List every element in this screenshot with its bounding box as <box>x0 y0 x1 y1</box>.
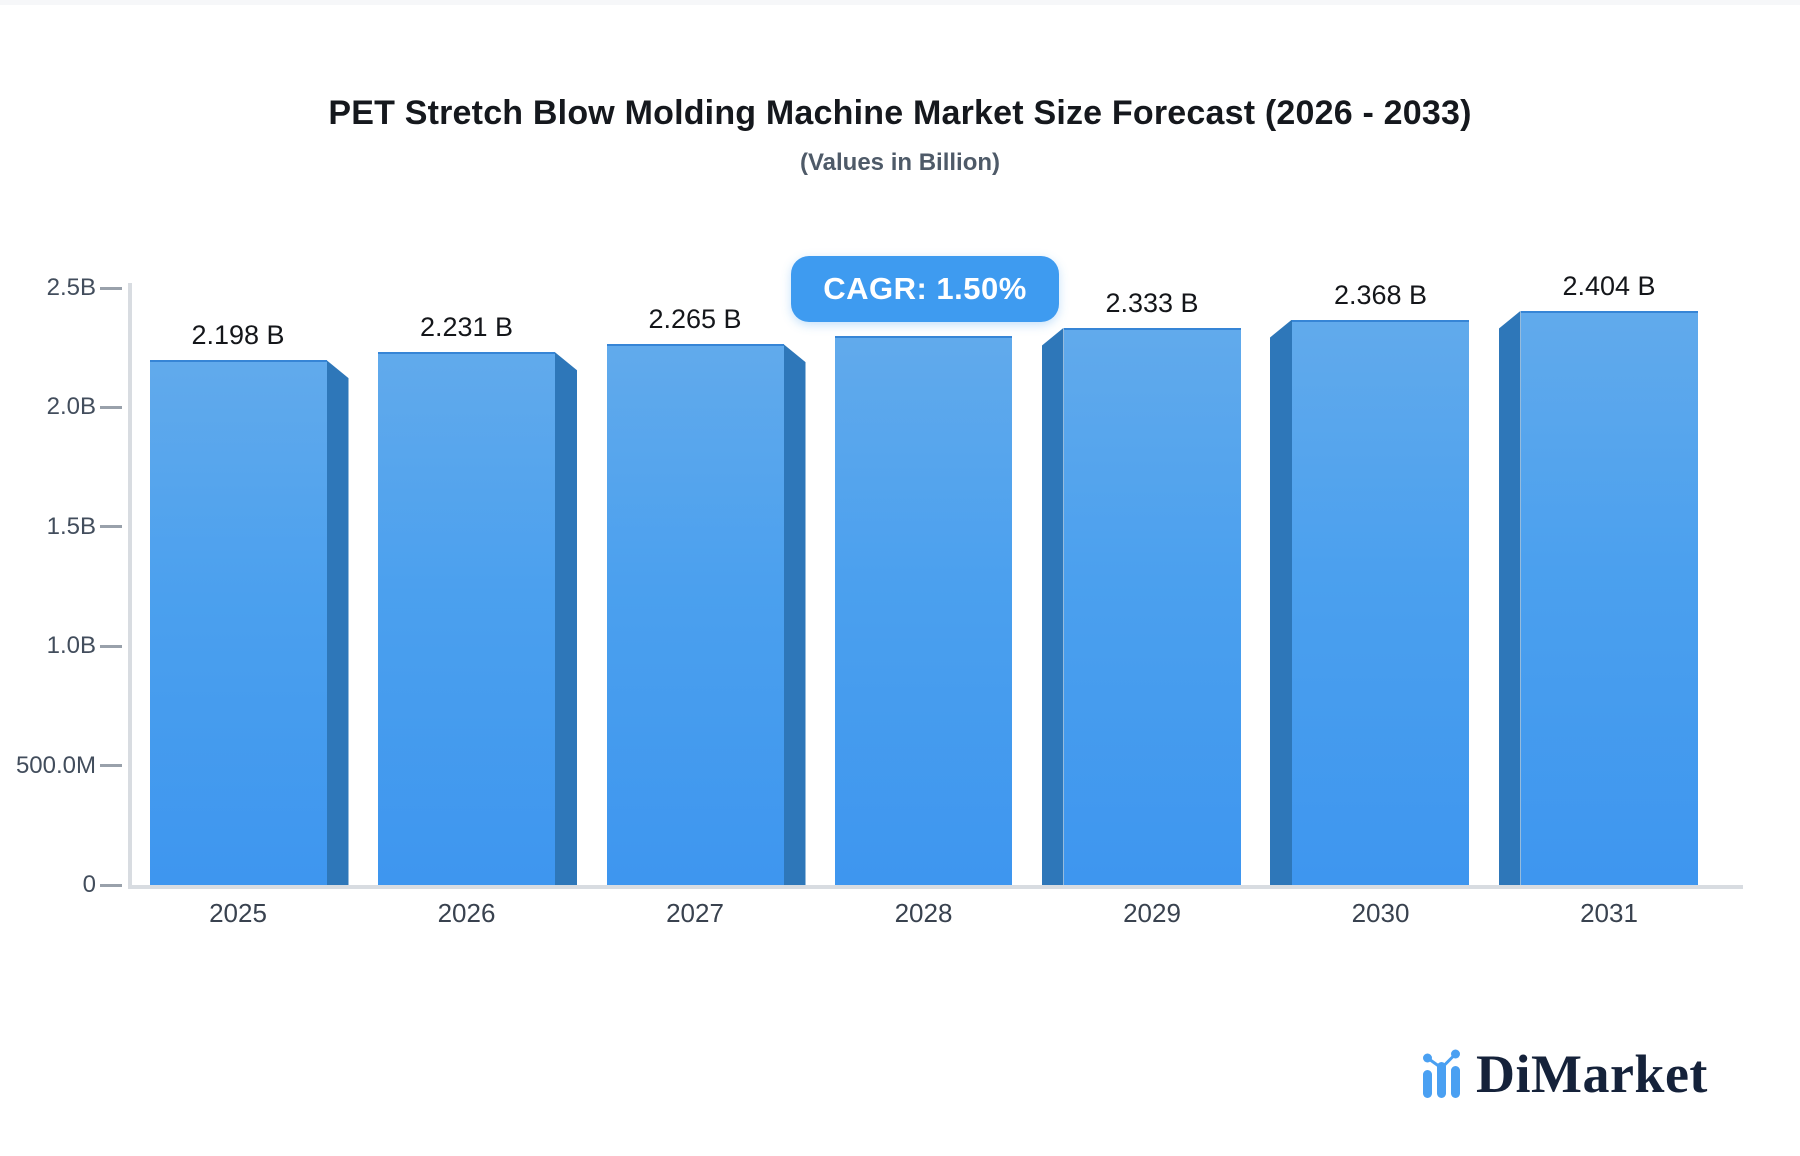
bar-value-label-2025: 2.198 B <box>191 320 285 351</box>
bar-value-label-2030: 2.368 B <box>1333 279 1428 310</box>
y-tick-500.0M <box>100 764 122 768</box>
x-axis-label-2025: 2025 <box>209 898 267 928</box>
bar-side-face-2030 <box>1270 319 1292 885</box>
bar-side-face-2031 <box>1498 310 1521 885</box>
bar-2026[interactable] <box>378 352 555 885</box>
y-tick-label-1.5B: 1.5B <box>46 512 96 540</box>
chart-title: PET Stretch Blow Molding Machine Market … <box>328 94 1472 132</box>
chart-subtitle: (Values in Billion) <box>799 149 1001 176</box>
y-tick-label-1.0B: 1.0B <box>46 632 96 660</box>
x-axis-label-2026: 2026 <box>437 898 496 928</box>
y-tick-2.5B <box>100 286 122 290</box>
bar-2030[interactable] <box>1292 319 1469 885</box>
brand-logo-text: DiMarket <box>1476 1044 1708 1104</box>
y-tick-2.0B <box>100 405 122 409</box>
y-tick-label-2.0B: 2.0B <box>46 393 96 421</box>
bar-side-face-2026 <box>555 352 577 885</box>
x-axis-label-2029: 2029 <box>1123 898 1181 928</box>
y-axis-line <box>128 283 132 889</box>
y-tick-label-0: 0 <box>82 871 96 898</box>
bar-side-face-2029 <box>1041 327 1064 885</box>
y-tick-label-500.0M: 500.0M <box>15 751 96 779</box>
bar-2028[interactable] <box>835 335 1012 885</box>
bar-2025[interactable] <box>149 360 327 885</box>
bar-side-face-2027 <box>783 344 806 885</box>
x-axis-label-2028: 2028 <box>894 898 953 928</box>
page-top-border <box>0 0 1800 5</box>
bar-2027[interactable] <box>606 344 784 885</box>
y-tick-label-2.5B: 2.5B <box>46 274 96 301</box>
bar-2029[interactable] <box>1063 327 1241 885</box>
bar-2031[interactable] <box>1520 310 1698 885</box>
bar-value-label-2026: 2.231 B <box>419 312 514 343</box>
y-tick-1.0B <box>100 644 122 648</box>
bar-chart-logo-icon <box>1423 1049 1460 1098</box>
bar-value-label-2031: 2.404 B <box>1562 270 1656 301</box>
bar-side-face-2025 <box>326 360 349 885</box>
cagr-badge: CAGR: 1.50% <box>791 256 1059 322</box>
x-axis-label-2030: 2030 <box>1351 898 1410 928</box>
bar-value-label-2027: 2.265 B <box>648 304 742 335</box>
bar-value-label-2029: 2.333 B <box>1105 287 1199 318</box>
y-tick-1.5B <box>100 525 122 529</box>
x-axis-label-2027: 2027 <box>666 898 724 928</box>
brand-logo: DiMarket <box>1422 1044 1708 1104</box>
x-axis-line <box>128 885 1743 889</box>
x-axis-label-2031: 2031 <box>1580 898 1638 928</box>
y-tick-0 <box>100 883 122 887</box>
